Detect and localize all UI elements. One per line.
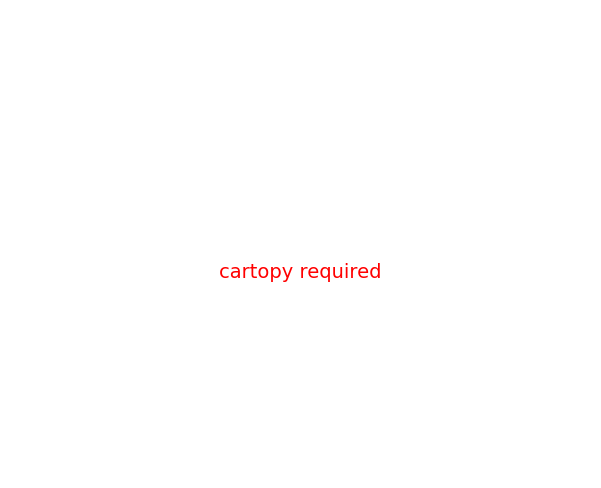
Text: cartopy required: cartopy required xyxy=(219,263,382,282)
